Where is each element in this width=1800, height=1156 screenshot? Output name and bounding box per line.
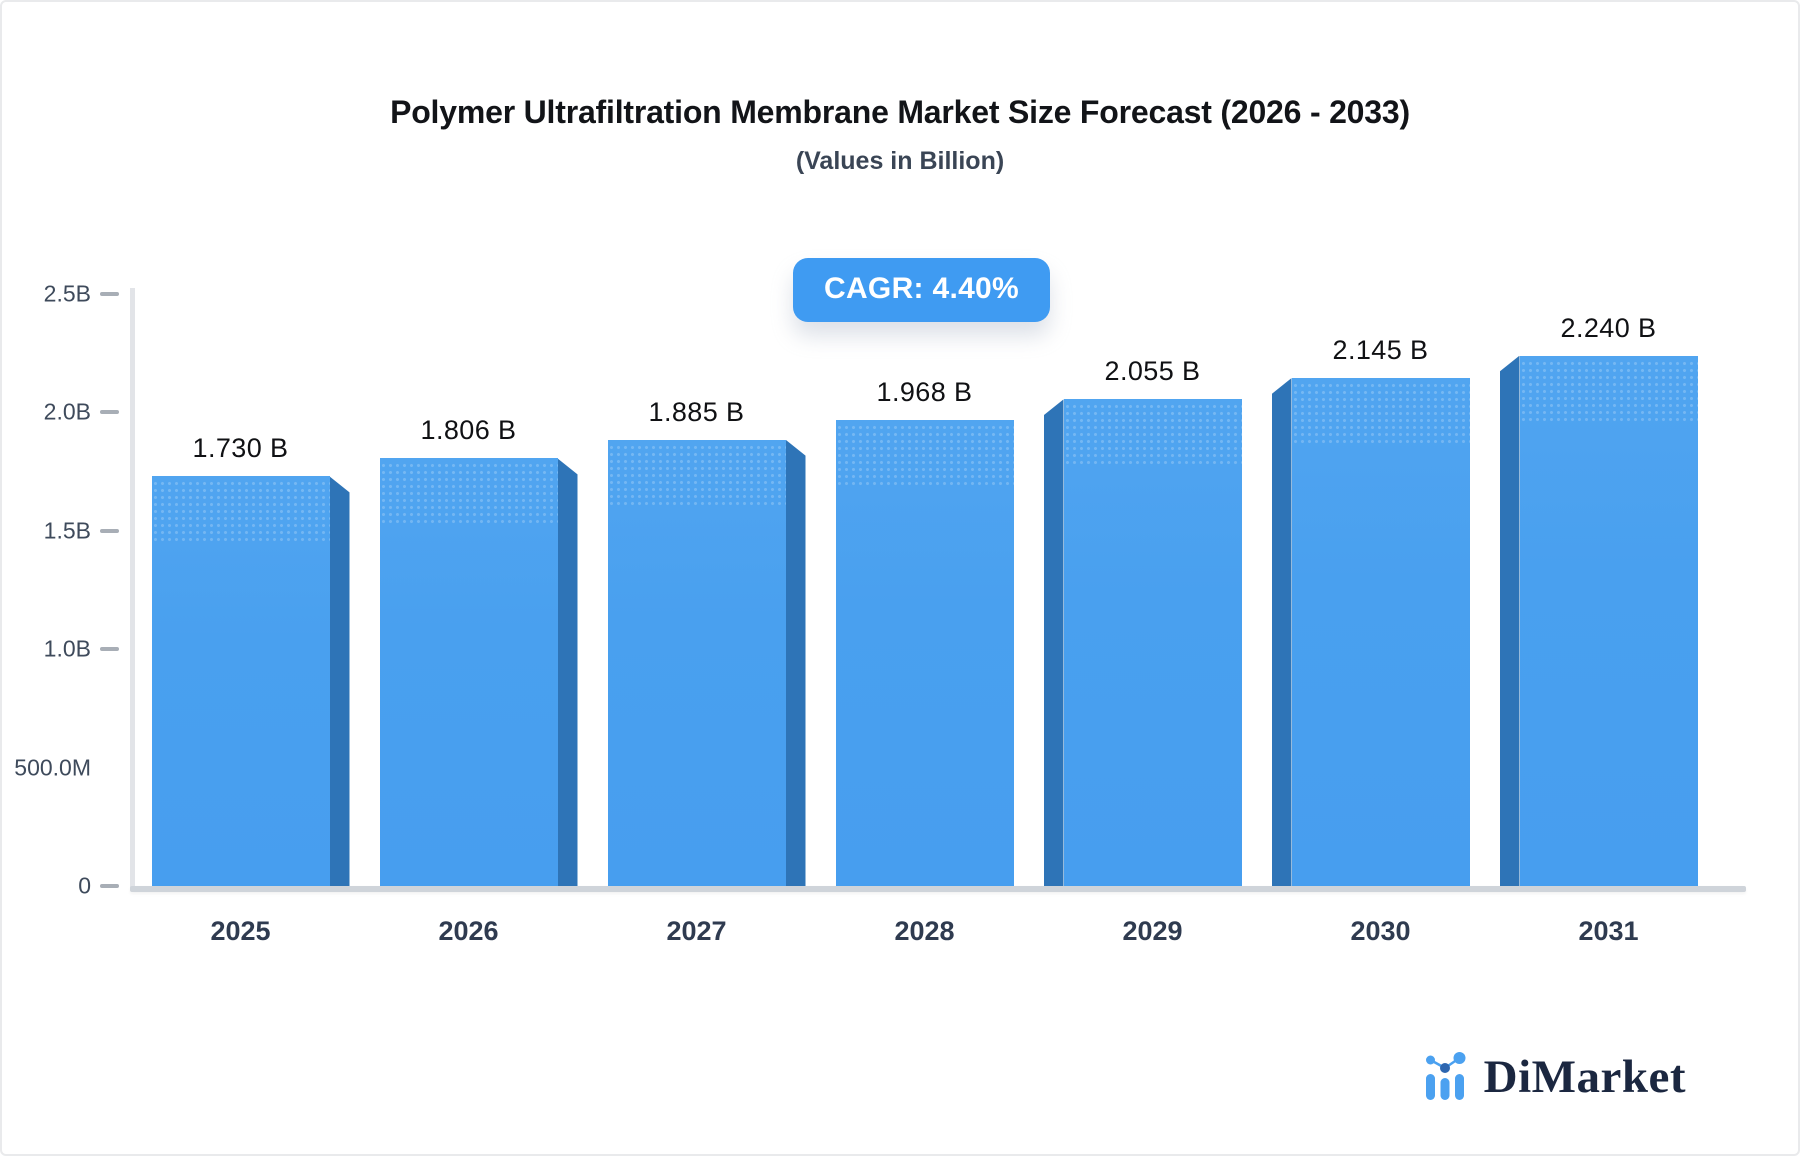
bar-fill[interactable] (379, 458, 558, 886)
bar-3d-side (785, 439, 806, 886)
y-tick-label: 1.5B (43, 517, 91, 544)
y-tick-label: 2.0B (43, 398, 91, 425)
bar-2029[interactable]: 2.055 B (1043, 356, 1242, 886)
bar-2026[interactable]: 1.806 B (379, 415, 578, 886)
y-tick-dash (100, 292, 119, 296)
bar-fill[interactable] (835, 419, 1014, 886)
bar-2031[interactable]: 2.240 B (1499, 313, 1698, 886)
x-axis-line (130, 886, 1746, 892)
brand-logo: DiMarket (1423, 1050, 1686, 1104)
x-tick-label-2030: 2030 (1350, 916, 1411, 946)
y-tick-dash (100, 410, 119, 415)
plot-area: 2.5B 2.0B 1.5B 1.0B 500.0M 0 1.730 B 1.806 B 1.… (14, 281, 1746, 946)
x-tick-label-2031: 2031 (1578, 916, 1639, 946)
bar-value-label: 1.968 B (876, 376, 973, 407)
bar-value-label: 2.240 B (1560, 312, 1657, 343)
y-tick-label: 1.0B (43, 635, 91, 662)
bar-3d-side (329, 476, 350, 886)
bar-value-label: 2.055 B (1104, 356, 1201, 387)
x-tick-label-2029: 2029 (1122, 916, 1183, 946)
chart-subtitle: (Values in Billion) (795, 147, 1005, 175)
cagr-badge: CAGR: 4.40% (793, 258, 1051, 322)
bar-2028[interactable]: 1.968 B (835, 377, 1014, 886)
bar-value-label: 1.806 B (420, 415, 517, 446)
bar-value-label: 1.730 B (192, 433, 289, 464)
x-tick-label-2026: 2026 (438, 916, 499, 946)
bar-2027[interactable]: 1.885 B (607, 397, 806, 886)
bar-value-label: 2.145 B (1332, 335, 1429, 366)
bar-3d-side (557, 458, 578, 886)
x-tick-label-2028: 2028 (894, 916, 955, 946)
bar-value-label: 1.885 B (648, 396, 745, 427)
chart-title: Polymer Ultrafiltration Membrane Market … (390, 94, 1410, 130)
y-tick-label: 0 (78, 872, 91, 899)
brand-name: DiMarket (1483, 1051, 1686, 1103)
x-tick-label-2027: 2027 (666, 916, 727, 946)
x-tick-label-2025: 2025 (210, 916, 271, 946)
y-tick-label: 2.5B (43, 280, 91, 307)
bar-fill[interactable] (607, 439, 786, 886)
bar-3d-side (1043, 399, 1064, 886)
bar-fill[interactable] (1063, 399, 1242, 886)
bar-3d-side (1499, 355, 1520, 886)
y-tick-dash (100, 884, 119, 888)
dimarket-icon (1425, 1052, 1466, 1100)
y-tick-dash (100, 528, 119, 533)
y-tick-dash (100, 647, 119, 652)
bar-3d-side (1271, 378, 1292, 886)
y-axis-line (130, 288, 135, 890)
bar-fill[interactable] (151, 476, 330, 886)
y-tick-label: 500.0M (14, 754, 91, 781)
bar-fill[interactable] (1519, 355, 1698, 886)
bar-2030[interactable]: 2.145 B (1271, 335, 1470, 886)
bar-2025[interactable]: 1.730 B (151, 433, 350, 886)
bar-fill[interactable] (1291, 378, 1470, 886)
